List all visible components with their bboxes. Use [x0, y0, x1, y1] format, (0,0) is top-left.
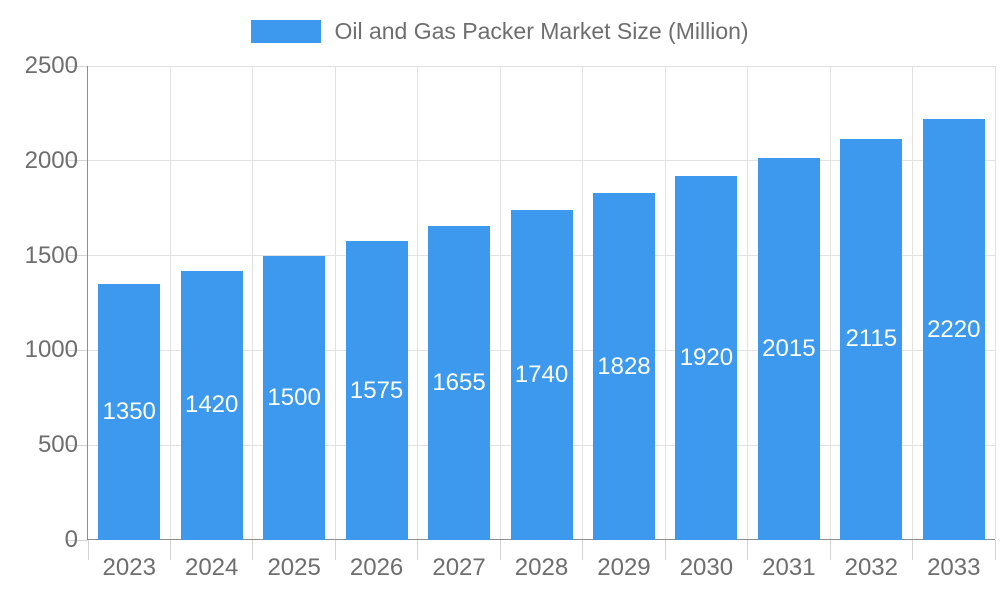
y-axis-tick	[68, 539, 88, 541]
x-axis-label: 2023	[102, 554, 156, 581]
y-axis-tick	[68, 444, 88, 446]
x-axis-tick	[169, 540, 171, 560]
bar[interactable]: 1350	[98, 284, 161, 540]
y-axis-line	[86, 66, 88, 540]
legend[interactable]: Oil and Gas Packer Market Size (Million)	[0, 17, 1000, 45]
x-axis-tick	[252, 540, 254, 560]
bar-value-label: 2015	[762, 334, 816, 362]
y-gridline	[88, 65, 995, 67]
x-axis-label: 2026	[349, 554, 404, 581]
x-axis-tick	[829, 540, 831, 560]
bar[interactable]: 1740	[510, 210, 573, 540]
x-axis-label: 2025	[267, 554, 321, 581]
bar-value-label: 1575	[349, 376, 404, 404]
bar-value-label: 1500	[267, 383, 321, 411]
x-axis-label: 2029	[597, 554, 651, 581]
x-axis-tick	[417, 540, 419, 560]
bar[interactable]: 2015	[757, 157, 820, 540]
y-axis-tick	[68, 349, 88, 351]
bar-value-label: 2115	[845, 325, 898, 353]
bar-value-label: 1920	[679, 343, 734, 371]
x-axis-label: 2027	[432, 554, 486, 581]
x-axis-label: 2028	[514, 554, 569, 581]
bar[interactable]: 1828	[592, 193, 655, 540]
x-gridline	[912, 66, 914, 540]
bar[interactable]: 1920	[675, 175, 738, 540]
y-gridline	[88, 160, 995, 162]
x-axis-tick	[334, 540, 336, 560]
x-axis-tick	[499, 540, 501, 560]
x-axis-tick	[994, 540, 996, 560]
x-axis-label: 2032	[844, 554, 898, 581]
bar[interactable]: 2115	[840, 138, 903, 540]
bar[interactable]: 1500	[263, 255, 326, 540]
x-gridline	[334, 66, 336, 540]
bar[interactable]: 1420	[180, 270, 243, 540]
x-gridline	[829, 66, 831, 540]
y-axis-label: 500	[37, 431, 78, 459]
legend-swatch	[251, 19, 322, 43]
x-axis-label: 2033	[927, 554, 981, 581]
bar-value-label: 1350	[102, 398, 156, 425]
y-axis-label: 0	[64, 526, 78, 553]
bar-value-label: 1420	[184, 391, 239, 419]
legend-label: Oil and Gas Packer Market Size (Million)	[334, 18, 749, 44]
x-gridline	[994, 66, 996, 540]
bar[interactable]: 2220	[922, 119, 985, 540]
y-axis-tick	[68, 255, 88, 257]
y-axis-label: 1500	[24, 241, 78, 269]
x-axis-tick	[664, 540, 666, 560]
x-gridline	[252, 66, 254, 540]
x-gridline	[747, 66, 749, 540]
y-axis-tick	[68, 65, 88, 67]
x-axis-label: 2030	[679, 554, 734, 581]
y-axis-label: 2500	[24, 52, 78, 79]
x-gridline	[417, 66, 419, 540]
x-axis-tick	[747, 540, 749, 560]
bar[interactable]: 1655	[428, 226, 491, 540]
y-axis-label: 1000	[24, 336, 78, 364]
bar-value-label: 1740	[514, 361, 569, 389]
x-axis-label: 2024	[184, 554, 239, 581]
bar-value-label: 1655	[432, 369, 486, 397]
x-axis-tick	[582, 540, 584, 560]
x-axis-tick	[87, 540, 89, 560]
x-axis-label: 2031	[762, 554, 816, 581]
x-gridline	[582, 66, 584, 540]
bar-value-label: 1828	[597, 352, 651, 380]
y-axis-label: 2000	[24, 146, 78, 174]
x-gridline	[499, 66, 501, 540]
x-axis-tick	[912, 540, 914, 560]
bar-value-label: 2220	[927, 315, 981, 343]
y-axis-tick	[68, 160, 88, 162]
x-gridline	[169, 66, 171, 540]
bar[interactable]: 1575	[345, 241, 408, 540]
x-gridline	[664, 66, 666, 540]
